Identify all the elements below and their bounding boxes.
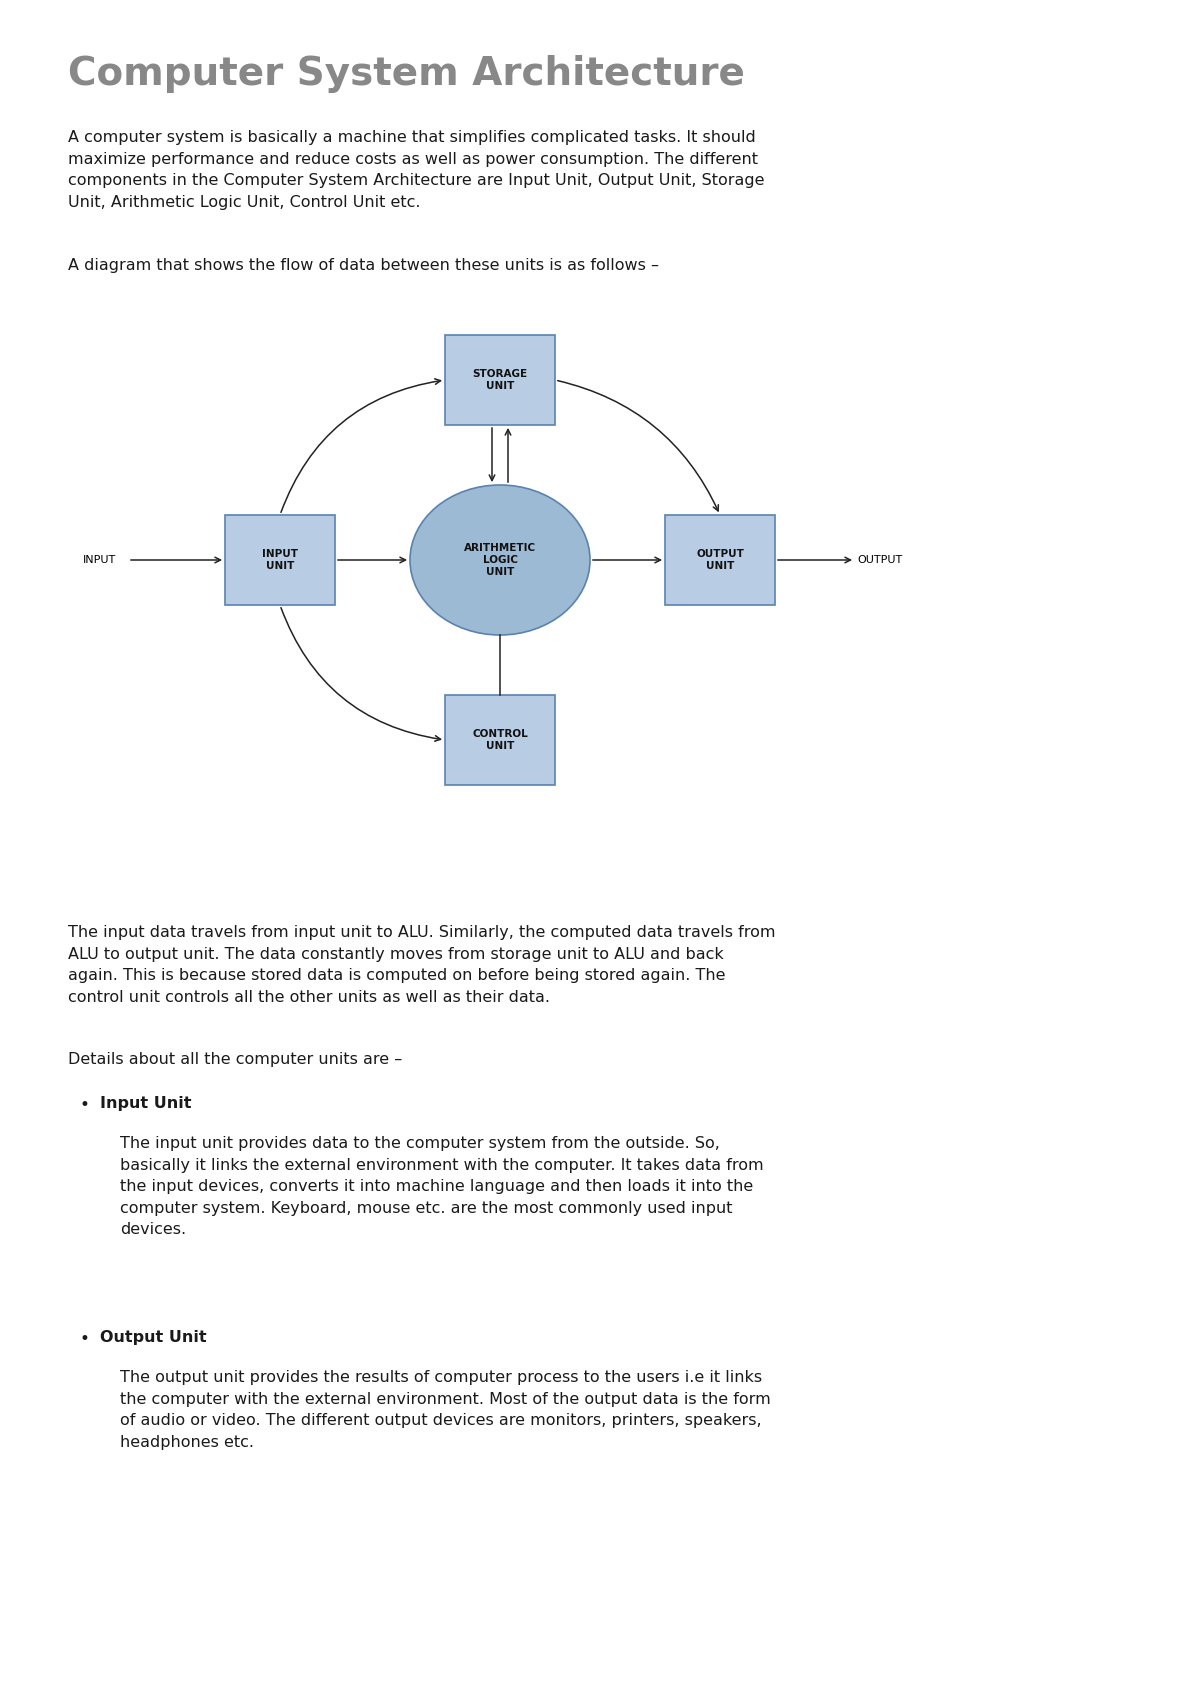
Text: STORAGE
UNIT: STORAGE UNIT <box>473 368 528 391</box>
FancyBboxPatch shape <box>445 694 554 784</box>
Text: The input data travels from input unit to ALU. Similarly, the computed data trav: The input data travels from input unit t… <box>68 925 775 1005</box>
FancyArrowPatch shape <box>558 380 719 511</box>
Text: •: • <box>80 1095 90 1114</box>
Text: ARITHMETIC
LOGIC
UNIT: ARITHMETIC LOGIC UNIT <box>464 543 536 577</box>
FancyArrowPatch shape <box>593 557 660 562</box>
Ellipse shape <box>410 486 590 635</box>
Text: •: • <box>80 1330 90 1348</box>
Text: INPUT: INPUT <box>83 555 116 565</box>
FancyArrowPatch shape <box>505 430 511 482</box>
FancyArrowPatch shape <box>778 557 851 562</box>
FancyArrowPatch shape <box>131 557 221 562</box>
Text: The input unit provides data to the computer system from the outside. So,
basica: The input unit provides data to the comp… <box>120 1136 763 1238</box>
FancyArrowPatch shape <box>281 608 440 742</box>
FancyBboxPatch shape <box>445 335 554 424</box>
Text: Computer System Architecture: Computer System Architecture <box>68 54 745 93</box>
Text: OUTPUT: OUTPUT <box>857 555 902 565</box>
Text: A diagram that shows the flow of data between these units is as follows –: A diagram that shows the flow of data be… <box>68 258 659 273</box>
Text: CONTROL
UNIT: CONTROL UNIT <box>472 728 528 751</box>
Text: Input Unit: Input Unit <box>100 1095 192 1110</box>
FancyArrowPatch shape <box>490 428 494 481</box>
Text: The output unit provides the results of computer process to the users i.e it lin: The output unit provides the results of … <box>120 1370 770 1450</box>
FancyArrowPatch shape <box>337 557 406 562</box>
FancyArrowPatch shape <box>281 379 440 513</box>
Text: OUTPUT
UNIT: OUTPUT UNIT <box>696 548 744 571</box>
Text: Output Unit: Output Unit <box>100 1330 206 1345</box>
Text: A computer system is basically a machine that simplifies complicated tasks. It s: A computer system is basically a machine… <box>68 131 764 211</box>
FancyBboxPatch shape <box>226 514 335 604</box>
FancyBboxPatch shape <box>665 514 775 604</box>
Text: Details about all the computer units are –: Details about all the computer units are… <box>68 1053 402 1066</box>
Text: INPUT
UNIT: INPUT UNIT <box>262 548 298 571</box>
